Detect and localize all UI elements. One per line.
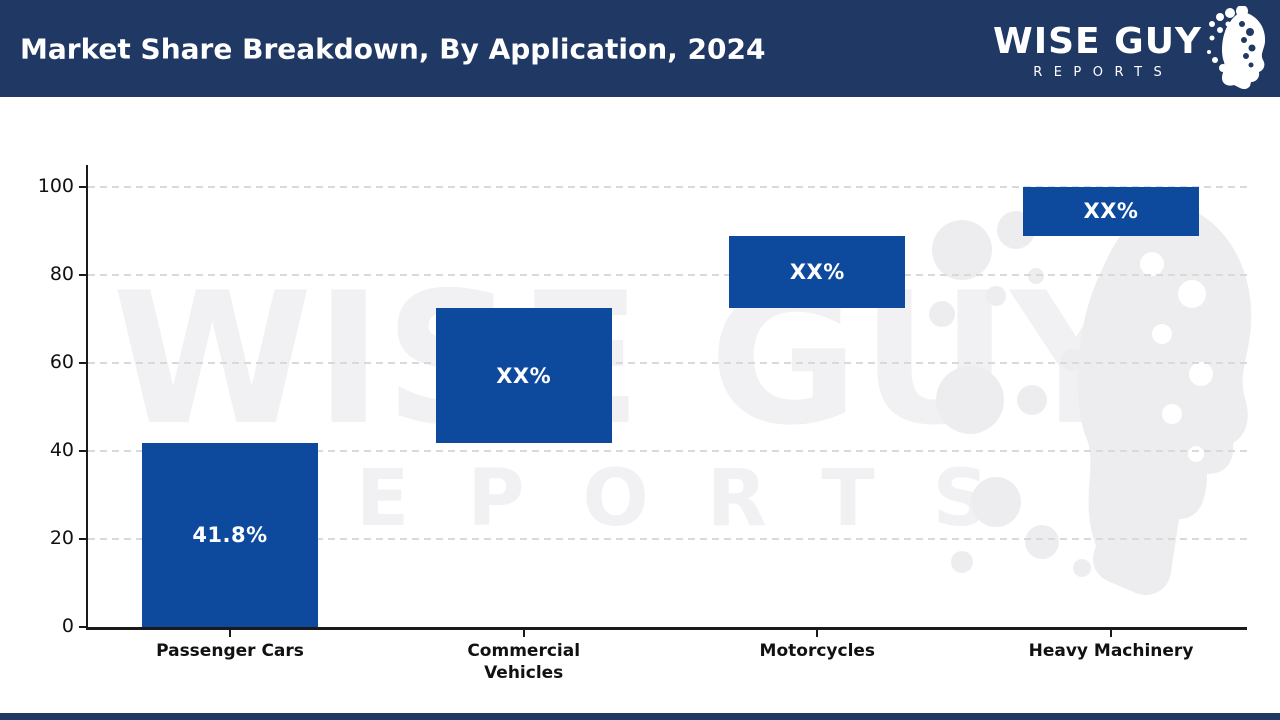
y-tick-label-80: 80 [49,263,74,285]
chart-title: Market Share Breakdown, By Application, … [20,32,766,65]
chart-plot-area: 0 20 40 60 80 100 41.8% XX% XX% XX% Passenger Cars… [0,97,1280,713]
bar-value-label-commercial-vehicles: XX% [496,363,552,388]
y-tick-mark-100 [79,186,86,188]
x-tick-mark-passenger-cars [229,630,231,637]
gridline-80 [88,274,1247,276]
header-banner: Market Share Breakdown, By Application, … [0,0,1280,97]
x-tick-mark-motorcycles [816,630,819,637]
gridline-100 [88,186,1247,188]
brand-name: WISE GUY [992,21,1202,62]
y-tick-label-0: 0 [61,615,74,637]
brand-logo-text: WISE GUY REPORTS [992,21,1202,81]
bar-value-label-heavy-machinery: XX% [1083,199,1139,224]
bar-value-label-motorcycles: XX% [789,259,845,284]
y-axis-line [86,165,88,627]
y-tick-label-20: 20 [49,527,74,549]
gridline-20 [88,538,1247,540]
bar-value-label-passenger-cars: 41.8% [192,523,268,548]
footer-bar [0,713,1280,720]
x-tick-label-heavy-machinery: Heavy Machinery [1028,641,1194,661]
gridline-60 [88,362,1247,364]
x-tick-label-passenger-cars: Passenger Cars [156,641,304,661]
bar-commercial-vehicles: XX% [435,308,612,444]
y-tick-label-60: 60 [49,351,74,373]
bar-motorcycles: XX% [729,235,906,308]
x-tick-mark-commercial-vehicles [522,630,525,637]
brand-logo: WISE GUY REPORTS [993,4,1268,94]
y-tick-mark-0 [79,626,86,628]
y-tick-mark-40 [79,450,86,452]
bar-heavy-machinery: XX% [1023,187,1199,236]
x-tick-mark-heavy-machinery [1110,630,1112,637]
y-tick-mark-20 [79,538,86,540]
x-axis-line [86,627,1247,630]
gridline-40 [88,450,1247,452]
y-tick-mark-60 [79,362,86,364]
x-tick-label-commercial-vehicles: Commercial Vehicles [467,641,581,684]
brand-subname: REPORTS [1033,65,1174,80]
y-tick-mark-80 [79,274,86,276]
x-tick-label-motorcycles: Motorcycles [759,641,876,661]
y-tick-label-100: 100 [37,175,74,197]
y-tick-label-40: 40 [49,439,74,461]
watermark-brand-line2: REPORTS [238,454,1047,544]
bar-passenger-cars: 41.8% [142,443,318,627]
brand-face-dots-icon [1207,6,1266,90]
